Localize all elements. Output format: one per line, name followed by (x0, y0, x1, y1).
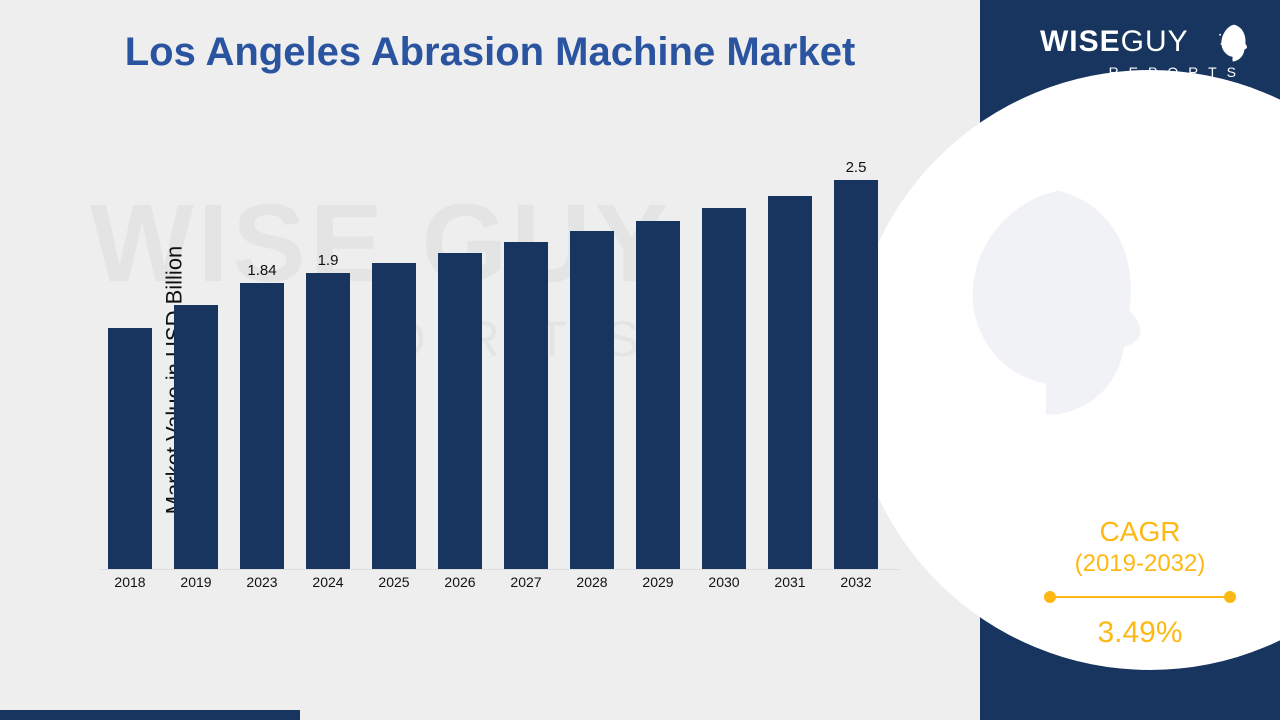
logo-head-icon (1204, 20, 1250, 66)
bar-value-label: 1.84 (240, 262, 284, 283)
logo-text-guy: GUY (1121, 25, 1189, 58)
bar (306, 273, 350, 569)
bar-group (504, 242, 548, 569)
bar-value-label: 1.9 (306, 252, 350, 273)
chart-area: Market Value in USD Billion 1.841.92.5 2… (80, 150, 900, 610)
cagr-block: CAGR (2019-2032) 3.49% (1030, 516, 1250, 650)
bar-group (702, 208, 746, 569)
x-tick-label: 2018 (108, 574, 152, 590)
bar (504, 242, 548, 569)
chart-title: Los Angeles Abrasion Machine Market (60, 30, 920, 75)
bar (240, 283, 284, 569)
chart-plot: 1.84 1.9 2.5 (100, 150, 900, 570)
x-tick-label: 2028 (570, 574, 614, 590)
brand-logo: WISEGUY REPORTS (1040, 20, 1250, 80)
bar-group (372, 263, 416, 569)
x-tick-label: 2031 (768, 574, 812, 590)
cagr-divider-line (1050, 596, 1230, 598)
x-tick-label: 2029 (636, 574, 680, 590)
x-tick-label: 2030 (702, 574, 746, 590)
logo-line-2: REPORTS (1040, 64, 1250, 80)
cagr-label: CAGR (1030, 516, 1250, 548)
x-tick-label: 2019 (174, 574, 218, 590)
cagr-period: (2019-2032) (1030, 550, 1250, 578)
footer-accent-bar (0, 710, 300, 720)
bar (768, 196, 812, 569)
x-tick-label: 2025 (372, 574, 416, 590)
bar (834, 180, 878, 569)
x-tick-label: 2026 (438, 574, 482, 590)
bar (108, 328, 152, 569)
bar (702, 208, 746, 569)
infographic-canvas: WISEGUY REPORTS Los Angeles Abrasion Mac… (0, 0, 1280, 720)
bar (372, 263, 416, 569)
bar-group: 1.9 (306, 273, 350, 569)
x-tick-label: 2032 (834, 574, 878, 590)
x-tick-label: 2024 (306, 574, 350, 590)
bar-group: 1.84 (240, 283, 284, 569)
cagr-value: 3.49% (1030, 616, 1250, 650)
bar-group (438, 253, 482, 569)
bar (174, 305, 218, 569)
bar-value-label: 2.5 (834, 159, 878, 180)
bar-group (570, 231, 614, 569)
logo-line-1: WISEGUY (1040, 20, 1250, 66)
bar (570, 231, 614, 569)
x-tick-label: 2023 (240, 574, 284, 590)
bar-group (174, 305, 218, 569)
bar (438, 253, 482, 569)
bar-group (636, 221, 680, 569)
x-tick-label: 2027 (504, 574, 548, 590)
bar-group: 2.5 (834, 180, 878, 569)
bar (636, 221, 680, 569)
logo-text-wise: WISE (1040, 25, 1121, 58)
bar-group (768, 196, 812, 569)
bar-group (108, 328, 152, 569)
watermark-head-icon (890, 170, 1150, 430)
